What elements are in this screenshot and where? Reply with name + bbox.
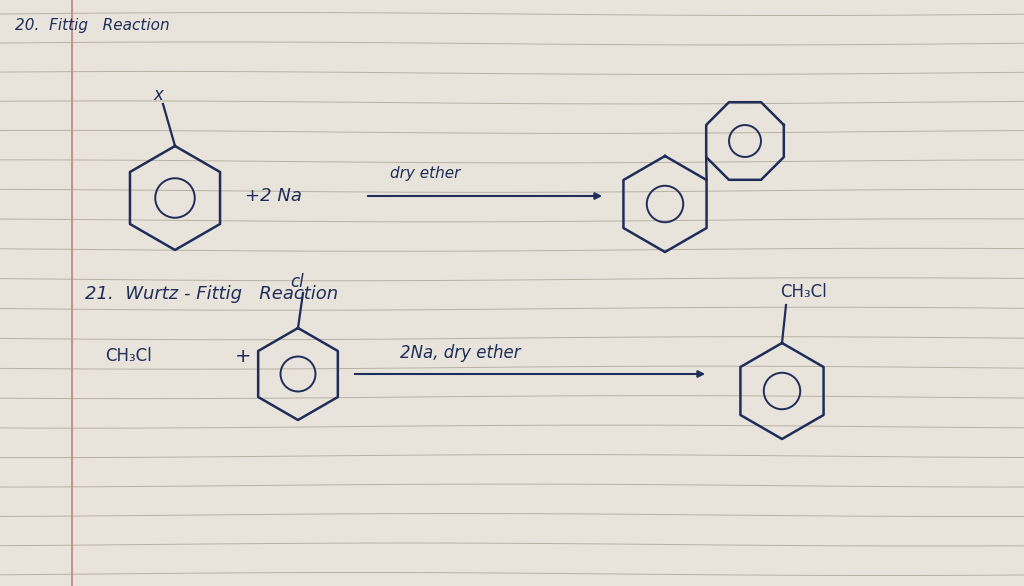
Text: 2Na, dry ether: 2Na, dry ether — [400, 344, 520, 362]
Text: CH₃Cl: CH₃Cl — [780, 283, 826, 301]
Text: cl: cl — [290, 273, 304, 291]
Text: +: + — [234, 346, 252, 366]
Text: x: x — [153, 86, 163, 104]
Text: 20.  Fittig   Reaction: 20. Fittig Reaction — [15, 18, 170, 33]
Text: dry ether: dry ether — [390, 166, 461, 181]
Text: +2 Na: +2 Na — [245, 187, 302, 205]
Text: 21.  Wurtz - Fittig   Reaction: 21. Wurtz - Fittig Reaction — [85, 285, 338, 303]
Text: CH₃Cl: CH₃Cl — [105, 347, 152, 365]
